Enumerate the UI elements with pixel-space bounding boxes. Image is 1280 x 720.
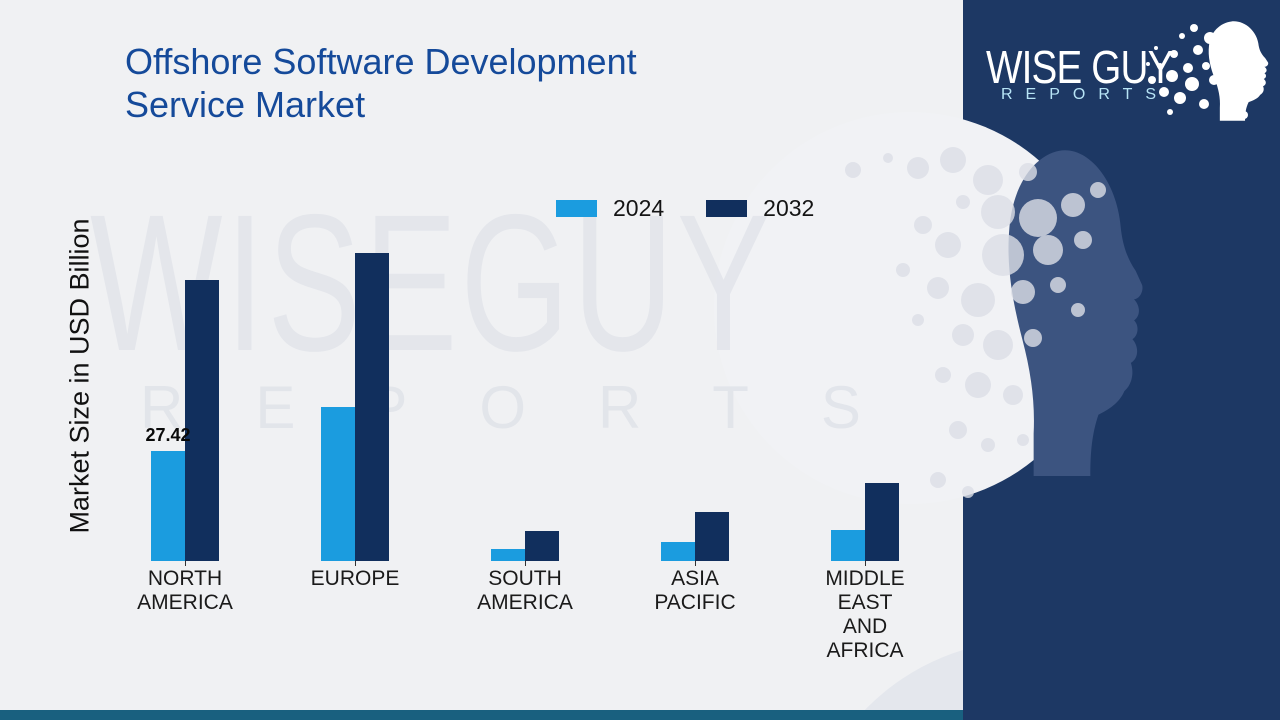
bar-2024-europe: [321, 406, 355, 561]
legend-swatch-2032: [706, 200, 748, 217]
bar-value-label: 27.42: [145, 424, 191, 445]
bar-2024-asia-pacific: [661, 541, 695, 561]
x-axis-category-label: SOUTH AMERICA: [477, 567, 573, 614]
page-title-line2: Service Market: [125, 84, 366, 125]
bar-2024-south-america: [491, 549, 525, 561]
legend-item-2024: 2024: [556, 195, 664, 222]
legend-label-2024: 2024: [613, 195, 665, 221]
bar-2032-south-america: [525, 530, 559, 561]
bar-2032-north-america: [185, 280, 219, 561]
bar-2032-europe: [355, 252, 389, 561]
logo-face-icon: [1146, 21, 1269, 121]
bottom-accent-bar: [0, 710, 1280, 720]
bubble-pattern: [845, 147, 1106, 498]
page-title-line1: Offshore Software Development: [125, 41, 637, 82]
chart-legend: 2024 2032: [556, 195, 814, 222]
page-title: Offshore Software Development Service Ma…: [125, 40, 637, 126]
x-axis-tick: [184, 561, 186, 566]
bar-2024-middle-east-and-africa: [831, 530, 865, 561]
x-axis-tick: [864, 561, 866, 566]
logo-brand-text: WISE GUY: [986, 41, 1173, 93]
bar-2032-asia-pacific: [695, 512, 729, 561]
x-axis-category-label: EUROPE: [310, 567, 400, 590]
bar-2032-middle-east-and-africa: [865, 482, 899, 561]
legend-label-2032: 2032: [763, 195, 815, 221]
x-axis-category-label: MIDDLE EAST AND AFRICA: [825, 567, 905, 662]
watermark-subtext: REPORTS: [140, 374, 933, 441]
x-axis-category-label: ASIA PACIFIC: [654, 567, 736, 614]
legend-item-2032: 2032: [706, 195, 814, 222]
bar-2024-north-america: [151, 450, 185, 561]
x-axis-tick: [354, 561, 356, 566]
legend-swatch-2024: [556, 200, 597, 217]
x-axis-tick: [524, 561, 526, 566]
x-axis-category-label: NORTH AMERICA: [137, 567, 233, 614]
logo-sub-text: REPORTS: [1001, 86, 1170, 103]
x-axis-tick: [694, 561, 696, 566]
